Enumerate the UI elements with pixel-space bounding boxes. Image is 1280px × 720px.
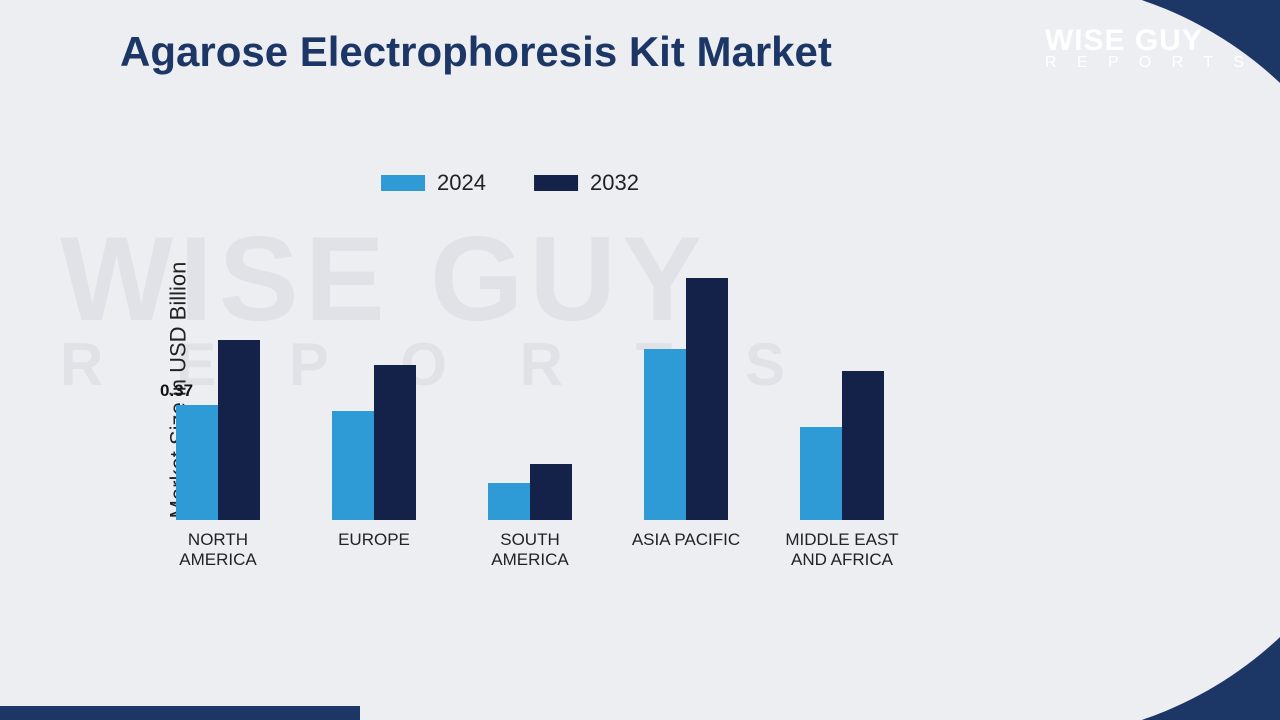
plot-area: 0.37 NORTH AMERICA EUROPE SOUTH AMERICA ASI… [140, 210, 920, 610]
chart-title: Agarose Electrophoresis Kit Market [120, 28, 832, 76]
x-axis-labels: NORTH AMERICA EUROPE SOUTH AMERICA ASIA PAC… [140, 524, 920, 610]
bar-2032 [374, 365, 416, 520]
legend-label-2024: 2024 [437, 170, 486, 196]
bar-groups: 0.37 [140, 210, 920, 520]
bar-chart: Market Size in USD Billion 2024 2032 0.3… [100, 170, 920, 610]
bar-2032 [530, 464, 572, 520]
bar-2024 [644, 349, 686, 520]
legend-swatch-2024 [381, 175, 425, 191]
bar-group [782, 371, 902, 520]
legend-item-2024: 2024 [381, 170, 486, 196]
legend-item-2032: 2032 [534, 170, 639, 196]
bar-2024 [332, 411, 374, 520]
bar-2024 [488, 483, 530, 520]
bar-group [314, 365, 434, 520]
x-axis-label: MIDDLE EAST AND AFRICA [782, 524, 902, 610]
brand-logo: WISE GUY R E P O R T S [1045, 24, 1252, 72]
stage: WISE GUY R E P O R T S Agarose Electroph… [0, 0, 1280, 720]
bottom-accent-bar [0, 706, 360, 720]
bar-group [626, 278, 746, 520]
x-axis-label: SOUTH AMERICA [470, 524, 590, 610]
bar-2032 [218, 340, 260, 520]
legend-label-2032: 2032 [590, 170, 639, 196]
bar-group: 0.37 [158, 340, 278, 520]
bar-2032 [686, 278, 728, 520]
bar-value-label: 0.37 [160, 381, 193, 401]
bar-2032 [842, 371, 884, 520]
logo-line2: R E P O R T S [1045, 54, 1252, 72]
legend-swatch-2032 [534, 175, 578, 191]
bar-2024 [176, 405, 218, 520]
bar-group [470, 464, 590, 520]
x-axis-label: NORTH AMERICA [158, 524, 278, 610]
legend: 2024 2032 [381, 170, 639, 196]
logo-line1: WISE GUY [1045, 24, 1252, 58]
x-axis-label: ASIA PACIFIC [626, 524, 746, 610]
bar-2024 [800, 427, 842, 520]
x-axis-label: EUROPE [314, 524, 434, 610]
